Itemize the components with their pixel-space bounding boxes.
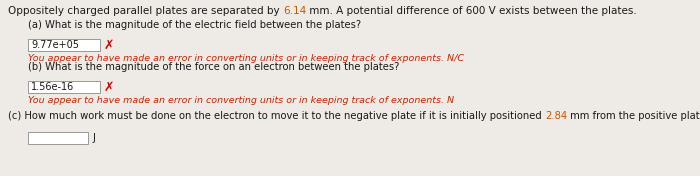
Text: J: J (92, 133, 95, 143)
Text: (c) How much work must be done on the electron to move it to the negative plate : (c) How much work must be done on the el… (8, 111, 545, 121)
Text: ✗: ✗ (104, 39, 115, 52)
Text: 1.56e-16: 1.56e-16 (31, 82, 74, 92)
Text: mm. A potential difference of 600 V exists between the plates.: mm. A potential difference of 600 V exis… (306, 6, 637, 16)
Text: You appear to have made an error in converting units or in keeping track of expo: You appear to have made an error in conv… (28, 96, 454, 105)
Text: 9.77e+05: 9.77e+05 (31, 40, 79, 50)
Text: 6.14: 6.14 (283, 6, 306, 16)
Text: (b) What is the magnitude of the force on an electron between the plates?: (b) What is the magnitude of the force o… (28, 62, 400, 72)
FancyBboxPatch shape (28, 81, 100, 93)
Text: You appear to have made an error in converting units or in keeping track of expo: You appear to have made an error in conv… (28, 54, 464, 63)
FancyBboxPatch shape (28, 39, 100, 51)
Text: mm from the positive plate?: mm from the positive plate? (567, 111, 700, 121)
FancyBboxPatch shape (28, 132, 88, 144)
Text: (a) What is the magnitude of the electric field between the plates?: (a) What is the magnitude of the electri… (28, 20, 361, 30)
Text: ✗: ✗ (104, 80, 115, 93)
Text: Oppositely charged parallel plates are separated by: Oppositely charged parallel plates are s… (8, 6, 283, 16)
Text: 2.84: 2.84 (545, 111, 567, 121)
